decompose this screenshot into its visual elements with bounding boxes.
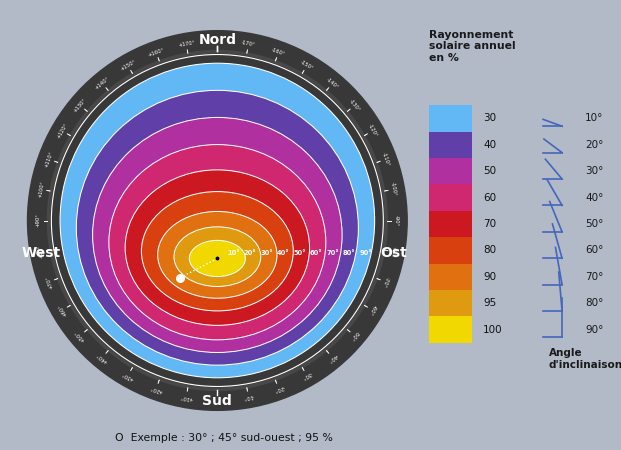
Bar (429, 264, 471, 290)
Text: 70°: 70° (585, 272, 604, 282)
Text: +130°: +130° (73, 97, 88, 113)
Text: 60°: 60° (585, 245, 604, 255)
Text: -90°: -90° (394, 215, 399, 226)
Bar (429, 211, 471, 237)
Text: West: West (22, 246, 61, 260)
Text: +40°: +40° (96, 351, 109, 364)
Text: 40°: 40° (277, 250, 289, 256)
Bar (429, 131, 471, 158)
Text: +50°: +50° (74, 328, 86, 342)
Circle shape (51, 54, 384, 387)
Text: 90°: 90° (585, 324, 604, 334)
Ellipse shape (142, 192, 293, 311)
Text: 50°: 50° (585, 219, 604, 229)
Bar (429, 158, 471, 184)
Text: 20°: 20° (244, 250, 256, 256)
Text: 95: 95 (483, 298, 496, 308)
Text: 100: 100 (483, 324, 503, 334)
Text: +20°: +20° (149, 384, 163, 393)
Text: +170°: +170° (178, 40, 195, 48)
Bar (429, 316, 471, 343)
Ellipse shape (93, 117, 342, 352)
Text: 80: 80 (483, 245, 496, 255)
Text: -120°: -120° (366, 123, 378, 139)
Ellipse shape (125, 170, 309, 325)
Text: -50°: -50° (349, 330, 360, 342)
Bar (429, 184, 471, 211)
Text: 60: 60 (483, 193, 496, 202)
Text: -80°: -80° (390, 246, 397, 257)
Text: +80°: +80° (37, 244, 45, 259)
Text: +70°: +70° (45, 274, 54, 289)
Text: Sud: Sud (202, 394, 232, 408)
Text: 70°: 70° (326, 250, 339, 256)
Text: +60°: +60° (57, 303, 68, 317)
Text: 40°: 40° (585, 193, 604, 202)
Ellipse shape (189, 240, 245, 277)
Text: +120°: +120° (56, 122, 69, 140)
Circle shape (47, 50, 388, 391)
Text: +90°: +90° (36, 214, 41, 227)
Text: Angle
d'inclinaison: Angle d'inclinaison (548, 348, 621, 369)
Circle shape (27, 31, 407, 410)
Ellipse shape (60, 63, 374, 378)
Ellipse shape (76, 90, 358, 365)
Text: Ost: Ost (380, 246, 407, 260)
Text: 40: 40 (483, 140, 496, 150)
Text: Nord: Nord (198, 33, 237, 47)
Ellipse shape (158, 212, 277, 298)
Text: O  Exemple : 30° ; 45° sud-ouest ; 95 %: O Exemple : 30° ; 45° sud-ouest ; 95 % (115, 433, 332, 443)
Text: Rayonnement
solaire annuel
en %: Rayonnement solaire annuel en % (429, 30, 516, 63)
Text: -60°: -60° (368, 304, 378, 316)
Bar (429, 290, 471, 316)
Text: 70: 70 (483, 219, 496, 229)
Ellipse shape (109, 144, 326, 340)
Text: 30°: 30° (585, 166, 604, 176)
Text: +140°: +140° (94, 76, 111, 91)
Text: 60°: 60° (310, 250, 322, 256)
Text: 90°: 90° (360, 250, 372, 256)
Text: +160°: +160° (147, 47, 165, 58)
Text: 20°: 20° (585, 140, 604, 150)
Text: +110°: +110° (44, 150, 55, 168)
Text: 10°: 10° (585, 113, 604, 123)
Text: 30°: 30° (260, 250, 273, 256)
Text: -20°: -20° (273, 384, 284, 393)
Text: 80°: 80° (343, 250, 355, 256)
Text: +150°: +150° (119, 59, 137, 72)
Text: -170°: -170° (241, 40, 256, 48)
Text: 10°: 10° (227, 250, 240, 256)
Text: -70°: -70° (381, 275, 390, 288)
Text: -30°: -30° (301, 370, 313, 380)
Text: 30: 30 (483, 113, 496, 123)
Text: 90: 90 (483, 272, 496, 282)
Text: -150°: -150° (299, 60, 314, 71)
Ellipse shape (174, 227, 261, 287)
Text: +30°: +30° (120, 370, 135, 381)
Text: 50°: 50° (293, 250, 306, 256)
Text: +100°: +100° (37, 180, 45, 198)
Text: 80°: 80° (585, 298, 604, 308)
Text: -10°: -10° (242, 393, 255, 400)
Text: -130°: -130° (348, 98, 361, 112)
Text: -40°: -40° (327, 352, 338, 363)
Text: -110°: -110° (381, 152, 391, 167)
Text: -140°: -140° (325, 77, 340, 90)
Text: -160°: -160° (271, 47, 286, 57)
Text: 50: 50 (483, 166, 496, 176)
Text: -100°: -100° (390, 182, 397, 197)
Bar (429, 237, 471, 264)
Bar (429, 105, 471, 131)
Text: +10°: +10° (179, 393, 194, 400)
